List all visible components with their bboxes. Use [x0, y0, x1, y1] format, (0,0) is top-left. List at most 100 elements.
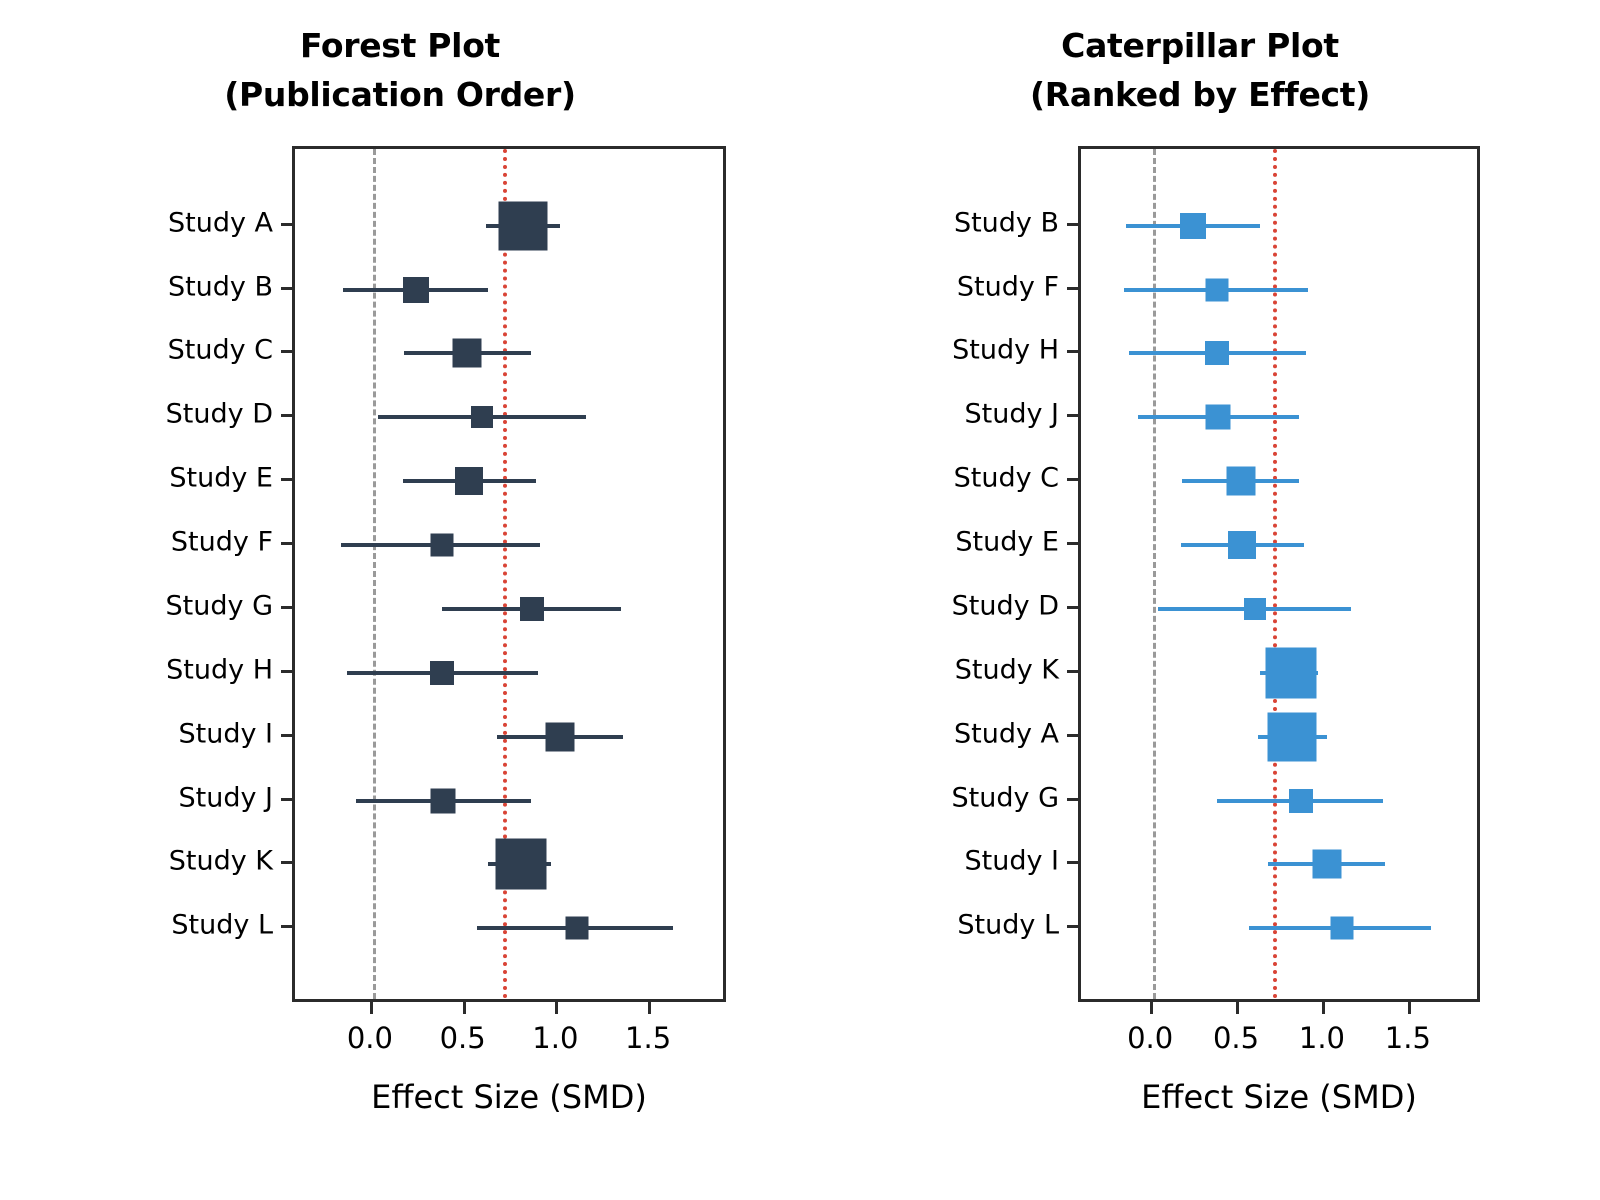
effect-size-marker — [495, 838, 547, 890]
x-axis-tick — [462, 1002, 466, 1014]
y-axis-tick — [1067, 797, 1078, 801]
x-axis-tick — [1321, 1002, 1325, 1014]
y-axis-tick — [281, 286, 292, 290]
x-axis-tick-label: 1.0 — [532, 1021, 579, 1055]
y-axis-tick — [1067, 414, 1078, 418]
effect-size-marker — [402, 276, 429, 303]
y-axis-study-label: Study F — [956, 271, 1059, 303]
y-axis-tick — [281, 669, 292, 673]
y-axis-tick — [1067, 925, 1078, 929]
y-axis-tick — [1067, 542, 1078, 546]
x-axis-tick-label: 0.0 — [1127, 1021, 1174, 1055]
x-axis-tick — [1150, 1002, 1154, 1014]
y-axis-study-label: Study I — [178, 718, 274, 750]
effect-size-marker — [455, 467, 484, 496]
y-axis-study-label: Study E — [955, 526, 1059, 558]
y-axis-study-label: Study B — [167, 271, 273, 303]
effect-size-marker — [1243, 597, 1266, 620]
x-axis-tick — [1236, 1002, 1240, 1014]
x-axis-tick-label: 1.5 — [1384, 1021, 1431, 1055]
y-axis-study-label: Study K — [954, 654, 1059, 686]
effect-size-marker — [1228, 531, 1257, 560]
panel-forest-plot: Forest Plot (Publication Order) Study A S… — [0, 22, 800, 1116]
y-axis-study-label: Study F — [170, 526, 273, 558]
forest-plot-axes — [292, 146, 726, 1002]
y-axis-tick — [281, 605, 292, 609]
x-axis-tick — [648, 1002, 652, 1014]
y-axis-study-label: Study L — [957, 909, 1059, 941]
effect-size-marker — [1205, 404, 1231, 430]
null-effect-reference-line — [372, 149, 376, 999]
effect-size-marker — [1226, 466, 1256, 496]
y-axis-study-label: Study A — [953, 718, 1059, 750]
x-axis-tick-label: 1.5 — [625, 1021, 672, 1055]
forest-plot-title: Forest Plot (Publication Order) — [0, 22, 800, 120]
y-axis-study-label: Study G — [165, 590, 273, 622]
effect-size-marker — [471, 406, 494, 429]
effect-size-marker — [430, 533, 454, 557]
y-axis-study-label: Study D — [951, 590, 1059, 622]
y-axis-tick — [1067, 478, 1078, 482]
effect-size-marker — [429, 660, 454, 685]
x-axis-tick — [555, 1002, 559, 1014]
y-axis-tick — [1067, 733, 1078, 737]
y-axis-study-label: Study C — [167, 334, 273, 366]
y-axis-tick — [281, 350, 292, 354]
effect-size-marker — [1312, 849, 1342, 879]
y-axis-study-label: Study A — [167, 207, 273, 239]
effect-size-marker — [1179, 212, 1206, 239]
effect-size-marker — [1288, 788, 1313, 813]
effect-size-marker — [520, 596, 545, 621]
y-axis-study-label: Study B — [953, 207, 1059, 239]
y-axis-tick — [281, 861, 292, 865]
effect-size-marker — [1204, 341, 1229, 366]
y-axis-tick — [1067, 669, 1078, 673]
caterpillar-plot-title: Caterpillar Plot (Ranked by Effect) — [800, 22, 1600, 120]
y-axis-study-label: Study L — [171, 909, 273, 941]
effect-size-marker — [498, 201, 548, 251]
y-axis-study-label: Study I — [964, 845, 1060, 877]
y-axis-tick — [281, 414, 292, 418]
effect-size-marker — [1265, 647, 1317, 699]
y-axis-tick — [281, 797, 292, 801]
caterpillar-x-axis-title: Effect Size (SMD) — [1141, 1078, 1417, 1116]
effect-size-marker — [1205, 278, 1229, 302]
y-axis-tick — [281, 222, 292, 226]
y-axis-study-label: Study K — [168, 845, 273, 877]
effect-size-marker — [1330, 916, 1354, 940]
effect-size-marker — [545, 722, 575, 752]
null-effect-reference-line — [1153, 149, 1157, 999]
forest-title-line1: Forest Plot — [299, 26, 501, 65]
forest-x-axis-title: Effect Size (SMD) — [371, 1078, 647, 1116]
panel-caterpillar-plot: Caterpillar Plot (Ranked by Effect) Stud… — [800, 0, 1600, 1200]
y-axis-tick — [281, 542, 292, 546]
caterpillar-title-line1: Caterpillar Plot — [1061, 26, 1339, 65]
effect-size-marker — [1267, 712, 1317, 762]
effect-size-marker — [452, 338, 482, 368]
y-axis-tick — [281, 478, 292, 482]
effect-size-marker — [430, 788, 456, 814]
pooled-effect-reference-line — [1273, 149, 1278, 999]
y-axis-tick — [1067, 286, 1078, 290]
y-axis-study-label: Study H — [952, 334, 1059, 366]
pooled-effect-reference-line — [502, 149, 507, 999]
x-axis-tick — [369, 1002, 373, 1014]
y-axis-tick — [281, 733, 292, 737]
forest-title-line2: (Publication Order) — [224, 74, 576, 114]
y-axis-study-label: Study E — [169, 462, 273, 494]
caterpillar-plot-axes — [1078, 146, 1480, 1002]
y-axis-tick — [281, 925, 292, 929]
y-axis-study-label: Study G — [951, 782, 1059, 814]
x-axis-tick-label: 0.0 — [346, 1021, 393, 1055]
y-axis-tick — [1067, 350, 1078, 354]
x-axis-tick-label: 0.5 — [439, 1021, 486, 1055]
y-axis-study-label: Study D — [165, 398, 273, 430]
x-axis-tick-label: 0.5 — [1212, 1021, 1260, 1055]
y-axis-tick — [1067, 861, 1078, 865]
y-axis-study-label: Study H — [166, 654, 273, 686]
y-axis-study-label: Study J — [964, 398, 1060, 430]
y-axis-tick — [1067, 222, 1078, 226]
effect-size-marker — [565, 916, 589, 940]
y-axis-study-label: Study J — [178, 782, 274, 814]
